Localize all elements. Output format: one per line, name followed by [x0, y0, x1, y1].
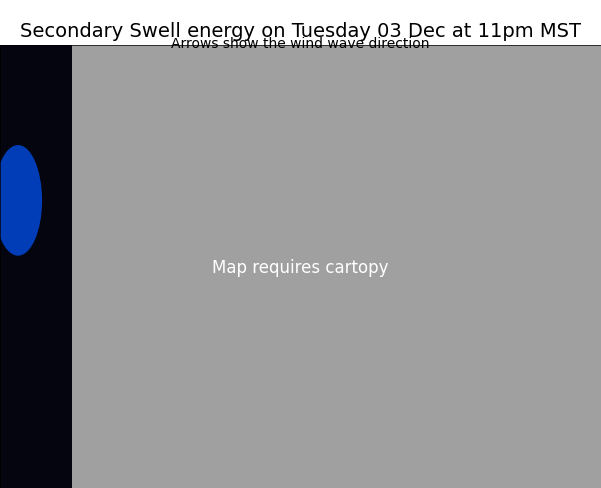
Bar	[72, 46, 601, 488]
Text: Secondary Swell energy on Tuesday 03 Dec at 11pm MST: Secondary Swell energy on Tuesday 03 Dec…	[20, 22, 581, 41]
Text: Map requires cartopy: Map requires cartopy	[212, 258, 389, 276]
Text: Arrows show the wind wave direction: Arrows show the wind wave direction	[171, 37, 430, 51]
Bar	[0, 46, 72, 488]
Ellipse shape	[0, 146, 42, 256]
